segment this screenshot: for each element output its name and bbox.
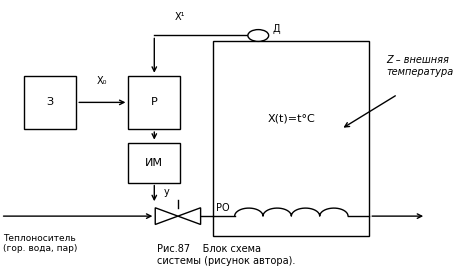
Polygon shape	[178, 208, 201, 224]
Text: Теплоноситель
(гор. вода, пар): Теплоноситель (гор. вода, пар)	[3, 233, 77, 253]
Polygon shape	[155, 208, 178, 224]
Text: РО: РО	[216, 203, 229, 213]
Text: З: З	[47, 97, 54, 107]
Text: X¹: X¹	[175, 12, 185, 22]
Circle shape	[248, 30, 269, 41]
Text: ИМ: ИМ	[146, 158, 164, 168]
Text: Д: Д	[273, 24, 280, 34]
FancyBboxPatch shape	[128, 143, 180, 183]
Text: X(t)=t°C: X(t)=t°C	[267, 114, 315, 124]
Text: Z – внешняя
температура: Z – внешняя температура	[386, 55, 453, 77]
Text: Рис.87    Блок схема
системы (рисунок автора).: Рис.87 Блок схема системы (рисунок автор…	[156, 244, 295, 266]
Text: у: у	[164, 187, 170, 197]
FancyBboxPatch shape	[128, 76, 180, 129]
Text: Р: Р	[151, 97, 158, 107]
Text: X₀: X₀	[97, 76, 108, 86]
FancyBboxPatch shape	[24, 76, 76, 129]
FancyBboxPatch shape	[213, 41, 369, 236]
